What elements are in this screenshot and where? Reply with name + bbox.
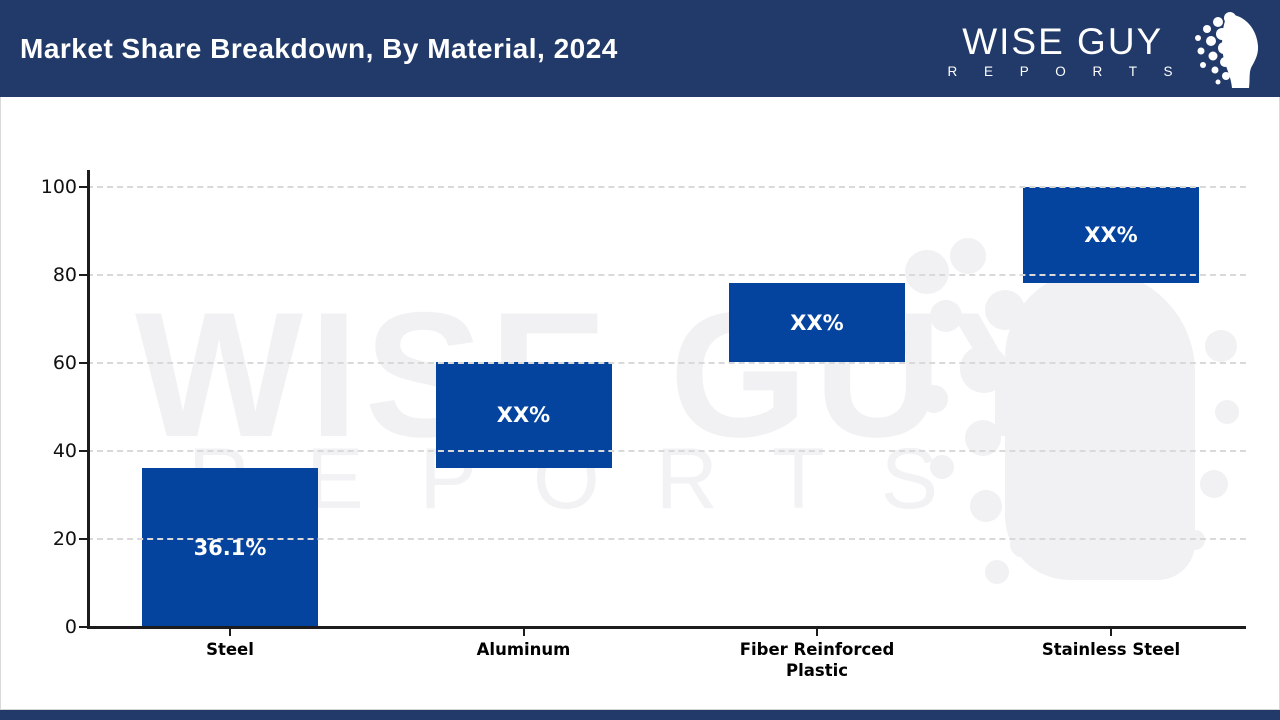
x-axis-line <box>87 626 1246 629</box>
wise-guy-logo: WISE GUY R E P O R T S <box>947 8 1262 90</box>
gridline <box>87 450 1246 452</box>
gridline <box>87 186 1246 188</box>
logo-head-icon <box>1195 12 1259 88</box>
y-axis-tick-label: 40 <box>52 440 77 462</box>
y-axis-tick-mark <box>79 274 87 276</box>
x-axis-category-label: Stainless Steel <box>1041 640 1181 659</box>
waterfall-bar <box>1023 187 1199 283</box>
y-axis-tick-label: 20 <box>52 528 77 550</box>
x-axis-tick-mark <box>229 628 231 636</box>
y-axis-tick-label: 100 <box>40 176 77 198</box>
logo-reports-label: R E P O R T S <box>947 64 1184 79</box>
bar-value-label: XX% <box>790 310 844 335</box>
y-axis-tick-mark <box>79 626 87 628</box>
gridline <box>87 274 1246 276</box>
x-axis-category-label: Aluminum <box>476 640 571 659</box>
bar-value-label: XX% <box>496 403 551 428</box>
gridline <box>87 538 1246 540</box>
page-title: Market Share Breakdown, By Material, 202… <box>20 33 618 64</box>
header: Market Share Breakdown, By Material, 202… <box>0 0 1280 97</box>
y-axis-tick-mark <box>79 362 87 364</box>
logo-wiseguy-label: WISE GUY <box>962 21 1164 62</box>
x-axis-tick-mark <box>522 628 525 636</box>
bar-value-label: XX% <box>1084 222 1138 247</box>
y-axis-line <box>87 170 90 629</box>
y-axis-tick-mark <box>79 450 87 452</box>
left-border <box>0 97 1 710</box>
x-axis-tick-mark <box>1110 628 1112 636</box>
y-axis-tick-mark <box>79 186 87 188</box>
x-axis-category-label: Steel <box>206 640 254 659</box>
waterfall-bar <box>729 282 905 363</box>
footer-bar <box>0 710 1280 720</box>
x-axis-tick-mark <box>816 628 818 636</box>
waterfall-bar <box>142 468 318 627</box>
y-axis-tick-label: 0 <box>64 616 77 638</box>
x-axis-category-label: Fiber Reinforced Plastic <box>739 640 895 680</box>
bar-value-label: 36.1% <box>193 535 267 560</box>
footer-divider <box>0 709 1280 710</box>
y-axis-tick-mark <box>79 538 87 540</box>
gridline <box>87 362 1246 364</box>
y-axis-tick-label: 80 <box>52 264 77 286</box>
y-axis-tick-label: 60 <box>52 352 77 374</box>
logo-text: WISE GUY R E P O R T S <box>941 21 1184 80</box>
